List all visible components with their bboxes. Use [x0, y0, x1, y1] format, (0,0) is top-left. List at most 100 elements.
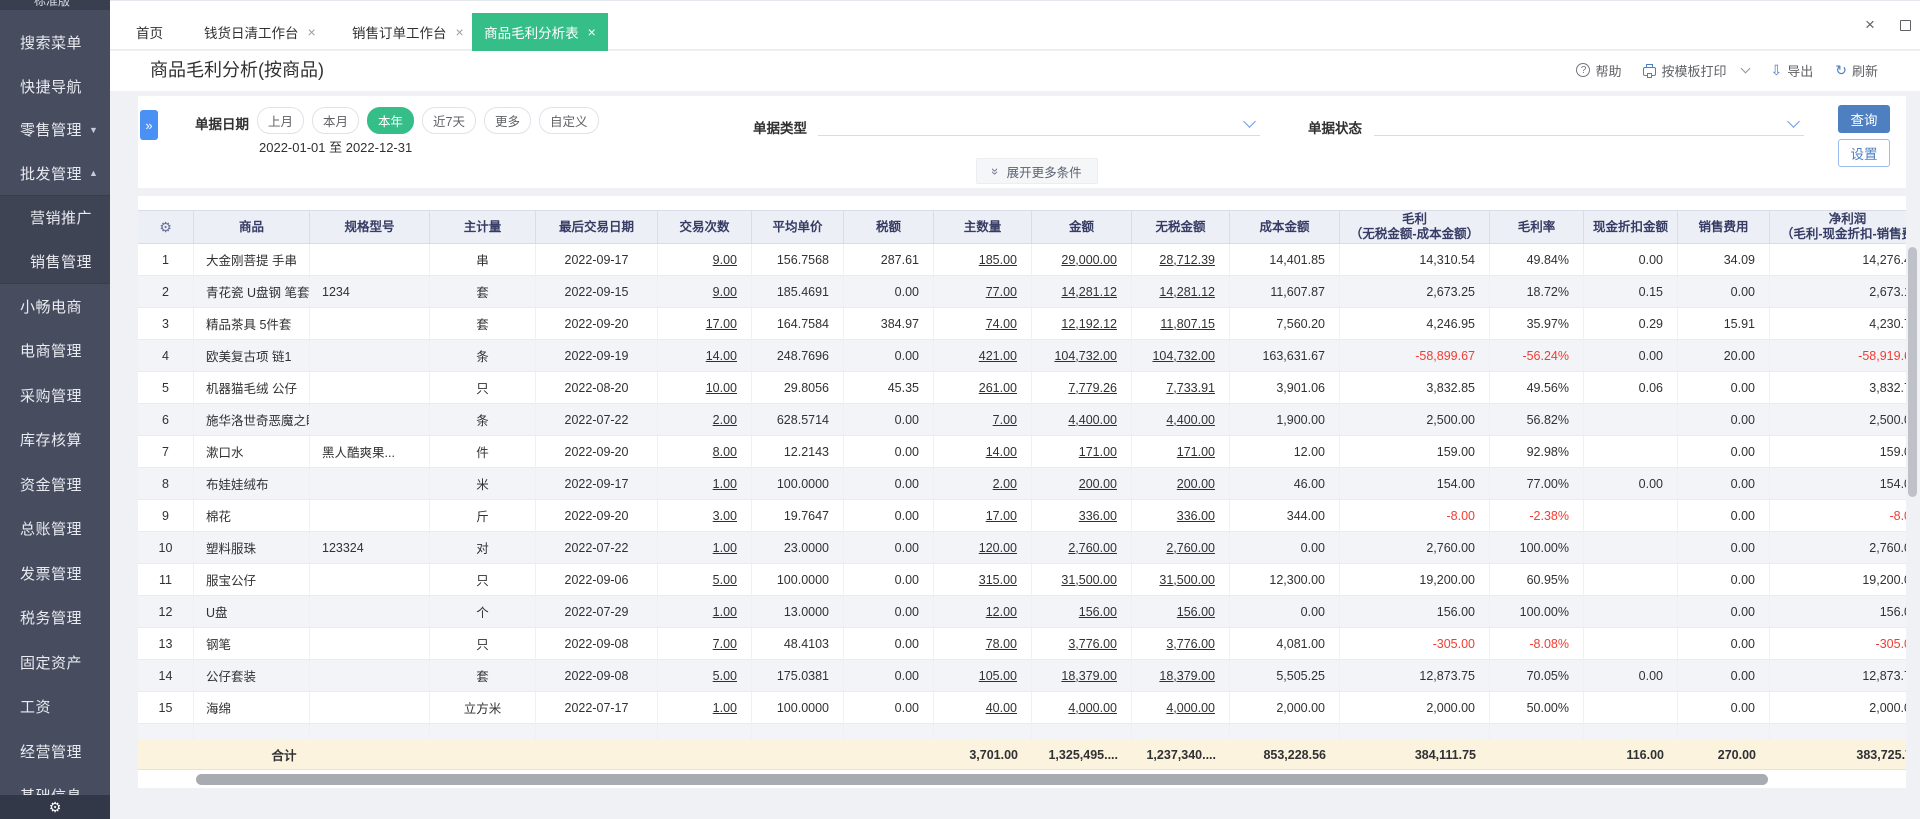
- drill-down-link-cell[interactable]: 18,379.00: [1132, 660, 1230, 692]
- sidebar-subitem[interactable]: 营销推广: [0, 196, 110, 240]
- settings-gear-icon[interactable]: ⚙: [48, 799, 62, 815]
- sidebar-item[interactable]: 总账管理: [0, 507, 110, 552]
- drill-down-link-cell[interactable]: 40.00: [934, 692, 1032, 724]
- drill-down-link-cell[interactable]: 5.00: [658, 660, 752, 692]
- drill-down-link-cell[interactable]: 1.00: [658, 596, 752, 628]
- maximize-icon[interactable]: [1900, 20, 1911, 31]
- column-header[interactable]: 交易次数: [658, 210, 752, 244]
- drill-down-link-cell[interactable]: 1.00: [658, 692, 752, 724]
- drill-down-link-cell[interactable]: 14.00: [934, 436, 1032, 468]
- drill-down-link-cell[interactable]: 31,500.00: [1032, 564, 1132, 596]
- column-header[interactable]: 毛利率: [1490, 210, 1584, 244]
- drill-down-link-cell[interactable]: 12,192.12: [1032, 308, 1132, 340]
- sidebar-item[interactable]: 发票管理: [0, 551, 110, 596]
- drill-down-link-cell[interactable]: 4,400.00: [1132, 404, 1230, 436]
- sidebar-item[interactable]: 固定资产: [0, 640, 110, 685]
- drill-down-link-cell[interactable]: 14,281.12: [1032, 276, 1132, 308]
- drill-down-link-cell[interactable]: 261.00: [934, 372, 1032, 404]
- column-header[interactable]: 现金折扣金额: [1584, 210, 1678, 244]
- drill-down-link-cell[interactable]: 200.00: [1032, 468, 1132, 500]
- drill-down-link-cell[interactable]: 11,807.15: [1132, 308, 1230, 340]
- drill-down-link-cell[interactable]: 28,712.39: [1132, 244, 1230, 276]
- date-option-pill[interactable]: 本月: [312, 107, 360, 134]
- drill-down-link-cell[interactable]: 78.00: [934, 628, 1032, 660]
- column-header[interactable]: 销售费用: [1678, 210, 1770, 244]
- drill-down-link-cell[interactable]: 7.00: [934, 404, 1032, 436]
- sidebar-item[interactable]: 工资: [0, 685, 110, 730]
- drill-down-link-cell[interactable]: 7,779.26: [1032, 372, 1132, 404]
- drill-down-link-cell[interactable]: 17.00: [658, 308, 752, 340]
- drill-down-link-cell[interactable]: 3,776.00: [1032, 628, 1132, 660]
- date-option-pill[interactable]: 近7天: [422, 107, 476, 134]
- drill-down-link-cell[interactable]: 336.00: [1032, 500, 1132, 532]
- drill-down-link-cell[interactable]: 185.00: [934, 244, 1032, 276]
- drill-down-link-cell[interactable]: 77.00: [934, 276, 1032, 308]
- collapse-filter-button[interactable]: »: [140, 110, 158, 140]
- doc-type-input[interactable]: [818, 110, 1260, 136]
- drill-down-link-cell[interactable]: 2.00: [658, 404, 752, 436]
- drill-down-link-cell[interactable]: 17.00: [934, 500, 1032, 532]
- sidebar-subitem[interactable]: 销售管理: [0, 240, 110, 284]
- doc-status-input[interactable]: [1374, 110, 1804, 136]
- drill-down-link-cell[interactable]: 14,281.12: [1132, 276, 1230, 308]
- drill-down-link-cell[interactable]: 2.00: [934, 468, 1032, 500]
- drill-down-link-cell[interactable]: 10.00: [658, 372, 752, 404]
- column-header[interactable]: 商品: [194, 210, 310, 244]
- drill-down-link-cell[interactable]: 9.00: [658, 244, 752, 276]
- drill-down-link-cell[interactable]: 156.00: [1132, 596, 1230, 628]
- sidebar-item[interactable]: 搜索菜单: [0, 21, 110, 65]
- date-option-pill[interactable]: 上月: [257, 107, 305, 134]
- print-by-template-button[interactable]: 按模板打印: [1643, 61, 1750, 80]
- drill-down-link-cell[interactable]: 5.00: [658, 564, 752, 596]
- drill-down-link-cell[interactable]: 3,776.00: [1132, 628, 1230, 660]
- drill-down-link-cell[interactable]: 200.00: [1132, 468, 1230, 500]
- column-header[interactable]: 最后交易日期: [536, 210, 658, 244]
- drill-down-link-cell[interactable]: 421.00: [934, 340, 1032, 372]
- help-button[interactable]: ? 帮助: [1576, 61, 1621, 80]
- drill-down-link-cell[interactable]: 7,733.91: [1132, 372, 1230, 404]
- date-option-pill[interactable]: 自定义: [539, 107, 599, 134]
- drill-down-link-cell[interactable]: 14.00: [658, 340, 752, 372]
- column-header[interactable]: 金额: [1032, 210, 1132, 244]
- drill-down-link-cell[interactable]: 105.00: [934, 660, 1032, 692]
- drill-down-link-cell[interactable]: 104,732.00: [1032, 340, 1132, 372]
- date-range-value[interactable]: 2022-01-01 至 2022-12-31: [259, 140, 413, 155]
- close-tab-icon[interactable]: ×: [587, 24, 596, 40]
- sidebar-item[interactable]: 快捷导航: [0, 65, 110, 109]
- column-header[interactable]: 平均单价: [752, 210, 844, 244]
- drill-down-link-cell[interactable]: 3.00: [658, 500, 752, 532]
- refresh-button[interactable]: ↻ 刷新: [1835, 61, 1878, 80]
- gear-icon[interactable]: ⚙: [159, 218, 172, 235]
- drill-down-link-cell[interactable]: 8.00: [658, 436, 752, 468]
- settings-button[interactable]: 设置: [1838, 139, 1890, 167]
- horizontal-scrollbar[interactable]: [196, 774, 1768, 785]
- tab-1[interactable]: 钱货日清工作台 ×: [198, 13, 322, 51]
- sidebar-item[interactable]: 批发管理 ▲: [0, 152, 110, 196]
- column-header[interactable]: 无税金额: [1132, 210, 1230, 244]
- column-header[interactable]: 规格型号: [310, 210, 430, 244]
- print-options-chevron-icon[interactable]: [1740, 63, 1750, 74]
- date-option-pill[interactable]: 本年: [367, 107, 415, 134]
- column-header[interactable]: 税额: [844, 210, 934, 244]
- tab-3[interactable]: 商品毛利分析表 ×: [472, 13, 608, 51]
- export-button[interactable]: ⇩ 导出: [1771, 61, 1814, 80]
- close-page-icon[interactable]: ×: [1865, 15, 1875, 34]
- drill-down-link-cell[interactable]: 171.00: [1032, 436, 1132, 468]
- drill-down-link-cell[interactable]: 12.00: [934, 596, 1032, 628]
- close-tab-icon[interactable]: ×: [455, 24, 464, 40]
- expand-more-conditions-button[interactable]: » 展开更多条件: [976, 158, 1098, 184]
- drill-down-link-cell[interactable]: 4,400.00: [1032, 404, 1132, 436]
- drill-down-link-cell[interactable]: 9.00: [658, 276, 752, 308]
- tab-home[interactable]: 首页: [130, 13, 169, 51]
- sidebar-item[interactable]: 库存核算: [0, 418, 110, 463]
- drill-down-link-cell[interactable]: 31,500.00: [1132, 564, 1230, 596]
- sidebar-item[interactable]: 税务管理: [0, 596, 110, 641]
- drill-down-link-cell[interactable]: 74.00: [934, 308, 1032, 340]
- sidebar-item[interactable]: 资金管理: [0, 462, 110, 507]
- column-header[interactable]: 成本金额: [1230, 210, 1340, 244]
- date-option-pill[interactable]: 更多: [484, 107, 532, 134]
- drill-down-link-cell[interactable]: 1.00: [658, 532, 752, 564]
- drill-down-link-cell[interactable]: 120.00: [934, 532, 1032, 564]
- drill-down-link-cell[interactable]: 2,760.00: [1132, 532, 1230, 564]
- sidebar-item[interactable]: 零售管理 ▼: [0, 108, 110, 152]
